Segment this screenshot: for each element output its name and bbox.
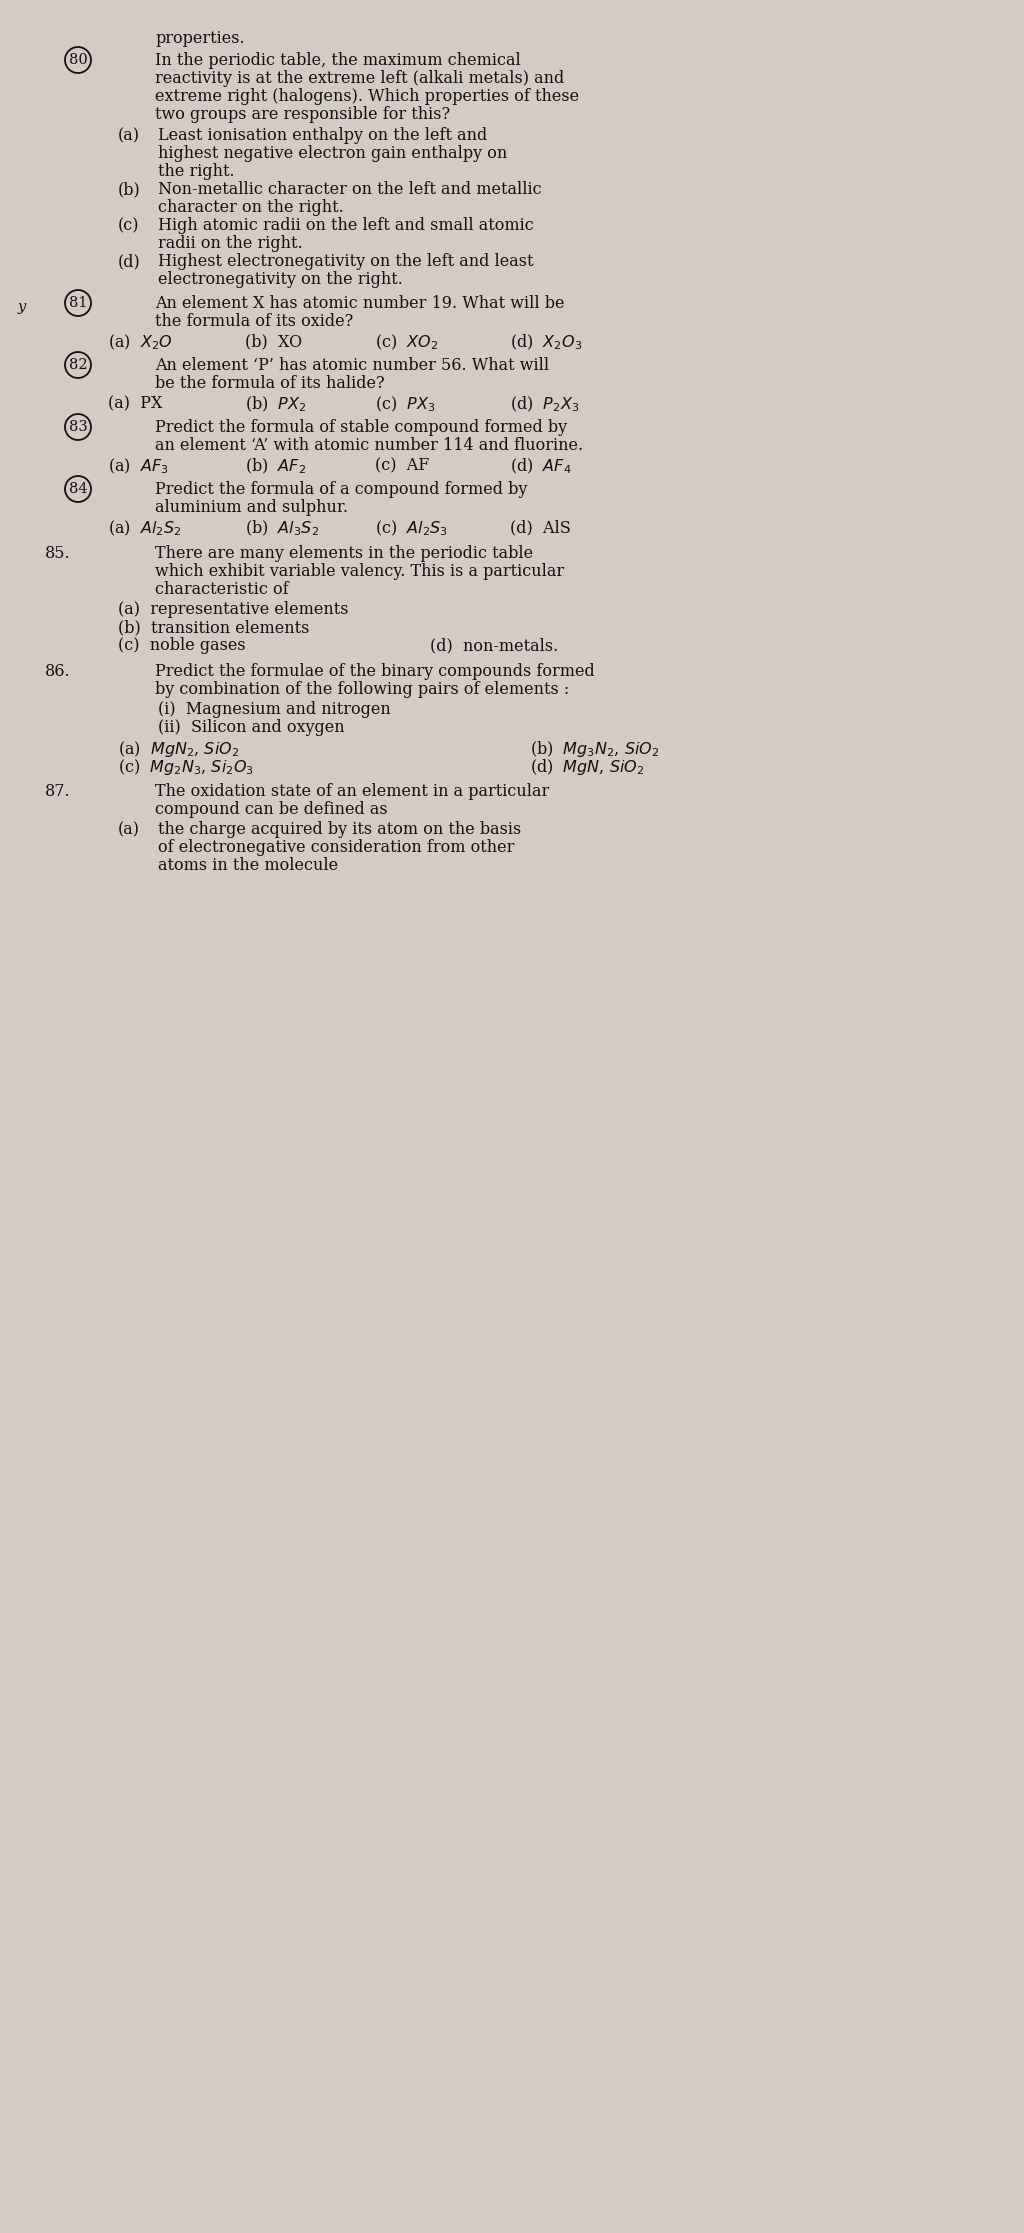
Text: (d)  $MgN$, $SiO_2$: (d) $MgN$, $SiO_2$ [530, 757, 644, 777]
Text: of electronegative consideration from other: of electronegative consideration from ot… [158, 840, 514, 855]
Text: 82: 82 [69, 357, 87, 373]
Text: atoms in the molecule: atoms in the molecule [158, 857, 338, 873]
Text: an element ‘A’ with atomic number 114 and fluorine.: an element ‘A’ with atomic number 114 an… [155, 438, 583, 453]
Text: (b)  $Mg_3N_2$, $SiO_2$: (b) $Mg_3N_2$, $SiO_2$ [530, 739, 659, 759]
Text: 80: 80 [69, 54, 87, 67]
Text: properties.: properties. [155, 29, 245, 47]
Text: (c)  $XO_2$: (c) $XO_2$ [375, 333, 438, 353]
Text: characteristic of: characteristic of [155, 581, 289, 598]
Text: Least ionisation enthalpy on the left and: Least ionisation enthalpy on the left an… [158, 127, 487, 143]
Text: (c)  $PX_3$: (c) $PX_3$ [375, 395, 435, 415]
Text: Predict the formula of a compound formed by: Predict the formula of a compound formed… [155, 480, 527, 498]
Text: (a)  representative elements: (a) representative elements [118, 601, 348, 619]
Text: reactivity is at the extreme left (alkali metals) and: reactivity is at the extreme left (alkal… [155, 69, 564, 87]
Text: highest negative electron gain enthalpy on: highest negative electron gain enthalpy … [158, 145, 507, 163]
Text: (c)  noble gases: (c) noble gases [118, 636, 246, 654]
Text: (a)  $AF_3$: (a) $AF_3$ [108, 458, 169, 476]
Text: (a)  $MgN_2$, $SiO_2$: (a) $MgN_2$, $SiO_2$ [118, 739, 239, 759]
Text: (ii)  Silicon and oxygen: (ii) Silicon and oxygen [158, 719, 345, 737]
Text: the right.: the right. [158, 163, 234, 181]
Text: (b)  $AF_2$: (b) $AF_2$ [245, 458, 306, 476]
Text: by combination of the following pairs of elements :: by combination of the following pairs of… [155, 681, 569, 699]
Text: electronegativity on the right.: electronegativity on the right. [158, 270, 402, 288]
Text: Predict the formulae of the binary compounds formed: Predict the formulae of the binary compo… [155, 663, 595, 681]
Text: 86.: 86. [45, 663, 71, 681]
Text: y: y [18, 299, 27, 315]
Text: the charge acquired by its atom on the basis: the charge acquired by its atom on the b… [158, 822, 521, 837]
Text: An element ‘P’ has atomic number 56. What will: An element ‘P’ has atomic number 56. Wha… [155, 357, 549, 373]
Text: Predict the formula of stable compound formed by: Predict the formula of stable compound f… [155, 420, 567, 435]
Text: (a)  $X_2O$: (a) $X_2O$ [108, 333, 173, 353]
Text: radii on the right.: radii on the right. [158, 234, 303, 252]
Text: character on the right.: character on the right. [158, 199, 344, 217]
Text: In the periodic table, the maximum chemical: In the periodic table, the maximum chemi… [155, 51, 521, 69]
Text: two groups are responsible for this?: two groups are responsible for this? [155, 105, 451, 123]
Text: An element X has atomic number 19. What will be: An element X has atomic number 19. What … [155, 295, 564, 313]
Text: aluminium and sulphur.: aluminium and sulphur. [155, 498, 348, 516]
Text: (b)  $Al_3S_2$: (b) $Al_3S_2$ [245, 518, 319, 538]
Text: High atomic radii on the left and small atomic: High atomic radii on the left and small … [158, 217, 534, 234]
Text: (i)  Magnesium and nitrogen: (i) Magnesium and nitrogen [158, 701, 391, 719]
Text: (b)  transition elements: (b) transition elements [118, 619, 309, 636]
Text: (a): (a) [118, 127, 140, 143]
Text: which exhibit variable valency. This is a particular: which exhibit variable valency. This is … [155, 563, 564, 581]
Text: The oxidation state of an element in a particular: The oxidation state of an element in a p… [155, 784, 549, 799]
Text: compound can be defined as: compound can be defined as [155, 802, 388, 817]
Text: (d)  $X_2O_3$: (d) $X_2O_3$ [510, 333, 583, 353]
Text: (b)  XO: (b) XO [245, 333, 302, 351]
Text: (a)  $Al_2S_2$: (a) $Al_2S_2$ [108, 518, 181, 538]
Text: 83: 83 [69, 420, 87, 433]
Text: There are many elements in the periodic table: There are many elements in the periodic … [155, 545, 534, 563]
Text: (d)  $P_2X_3$: (d) $P_2X_3$ [510, 395, 580, 415]
Text: (c): (c) [118, 217, 139, 234]
Text: Highest electronegativity on the left and least: Highest electronegativity on the left an… [158, 252, 534, 270]
Text: Non-metallic character on the left and metallic: Non-metallic character on the left and m… [158, 181, 542, 199]
Text: 84: 84 [69, 482, 87, 496]
Text: 81: 81 [69, 297, 87, 310]
Text: 85.: 85. [45, 545, 71, 563]
Text: be the formula of its halide?: be the formula of its halide? [155, 375, 385, 393]
Text: extreme right (halogens). Which properties of these: extreme right (halogens). Which properti… [155, 87, 580, 105]
Text: (d)  $AF_4$: (d) $AF_4$ [510, 458, 571, 476]
Text: (d)  AlS: (d) AlS [510, 518, 570, 536]
Text: (a): (a) [118, 822, 140, 837]
Text: (b)  $PX_2$: (b) $PX_2$ [245, 395, 306, 415]
Text: (c)  $Mg_2N_3$, $Si_2O_3$: (c) $Mg_2N_3$, $Si_2O_3$ [118, 757, 254, 777]
Text: (b): (b) [118, 181, 140, 199]
Text: (d): (d) [118, 252, 140, 270]
Text: (a)  PX: (a) PX [108, 395, 163, 413]
Text: 87.: 87. [45, 784, 71, 799]
Text: (c)  $Al_2S_3$: (c) $Al_2S_3$ [375, 518, 447, 538]
Text: the formula of its oxide?: the formula of its oxide? [155, 313, 353, 330]
Text: (d)  non-metals.: (d) non-metals. [430, 636, 558, 654]
Text: (c)  AF: (c) AF [375, 458, 429, 473]
